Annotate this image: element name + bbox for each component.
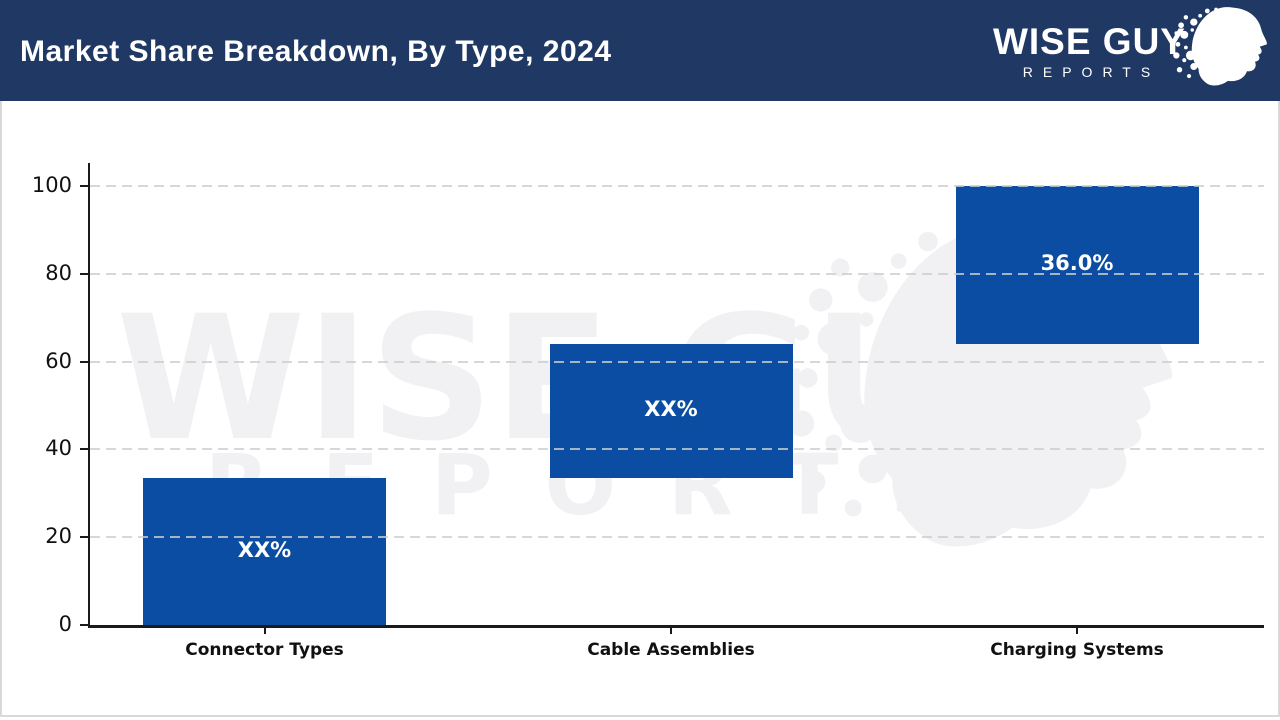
y-tick-mark xyxy=(80,272,90,275)
y-tick-label: 40 xyxy=(45,436,72,461)
gridline xyxy=(90,360,1264,363)
logo-text: WISE GUY REPORTS xyxy=(992,21,1186,80)
y-tick-mark xyxy=(80,624,90,626)
y-tick-label: 80 xyxy=(45,260,72,285)
x-category-label: Connector Types xyxy=(185,640,344,660)
x-tick-mark xyxy=(1076,627,1078,634)
page-title: Market Share Breakdown, By Type, 2024 xyxy=(20,35,612,68)
gridline xyxy=(90,536,1264,539)
bar xyxy=(143,478,386,625)
bar-value-label: 36.0% xyxy=(1040,251,1114,276)
brand-logo: WISE GUY REPORTS xyxy=(993,6,1270,89)
bar-value-label: XX% xyxy=(644,397,698,422)
y-axis-spine xyxy=(88,163,90,627)
y-tick-label: 60 xyxy=(45,348,72,373)
y-tick-mark xyxy=(80,185,90,187)
y-tick-mark xyxy=(80,360,90,363)
x-category-label: Charging Systems xyxy=(990,640,1164,660)
y-tick-label: 20 xyxy=(45,524,72,549)
bar-value-label: XX% xyxy=(237,537,292,562)
gridline xyxy=(90,272,1264,275)
x-tick-mark xyxy=(670,627,672,634)
logo-subtext: REPORTS xyxy=(1022,63,1161,80)
x-category-label: Cable Assemblies xyxy=(587,640,755,660)
y-tick-label: 0 xyxy=(58,612,72,636)
logo-face-icon xyxy=(1173,7,1267,86)
x-axis-spine xyxy=(88,625,1264,628)
gridline xyxy=(90,185,1264,187)
header: Market Share Breakdown, By Type, 2024 WI… xyxy=(0,0,1280,101)
gridline xyxy=(90,448,1264,451)
bar xyxy=(955,186,1199,345)
y-tick-mark xyxy=(80,448,90,451)
logo-wordmark: WISE GUY xyxy=(992,21,1186,63)
y-tick-mark xyxy=(80,536,90,539)
y-tick-label: 100 xyxy=(31,173,72,197)
bar xyxy=(549,344,793,479)
x-tick-mark xyxy=(263,627,266,634)
